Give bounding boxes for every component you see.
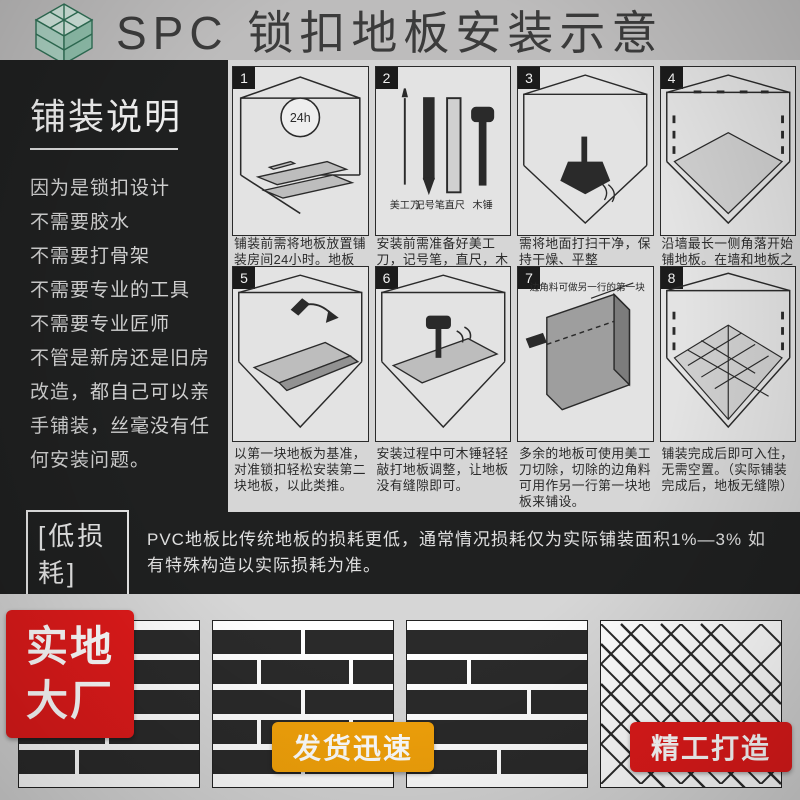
sidebar-rule (30, 148, 178, 150)
step-caption-6: 安装过程中可木锤轻轻敲打地板调整，让地板没有缝隙即可。 (375, 442, 512, 490)
band-text: PVC地板比传统地板的损耗更低，通常情况损耗仅为实际铺装面积1%—3% 如有特殊… (147, 527, 774, 579)
step7-note: 边角料可做另一行的第一块 (530, 282, 646, 294)
step3-art-icon (518, 67, 653, 235)
step-cell-6: 6 (375, 266, 512, 442)
step-cell-3: 3 (517, 66, 654, 236)
sidebar-panel: 铺装说明 因为是锁扣设计 不需要胶水 不需要打骨架 不需要专业的工具 不需要专业… (0, 60, 228, 512)
logo-cube-icon (30, 0, 98, 68)
sidebar-body: 因为是锁扣设计 不需要胶水 不需要打骨架 不需要专业的工具 不需要专业匠师 不管… (30, 172, 210, 478)
step-cell-1: 1 24h (232, 66, 369, 236)
band-tag: [低损耗] (26, 510, 129, 596)
step-caption-8: 铺装完成后即可入住，无需空置。（实际铺装完成后，地板无缝隙） (660, 442, 797, 490)
badge-fast-ship: 发货迅速 (272, 722, 434, 772)
step-caption-4: 沿墙最长一侧角落开始铺地板。在墙和地板之间预5mm垫片，防止膨胀 (660, 236, 797, 266)
step-caption-2: 安装前需准备好美工刀，记号笔，直尺，木锤等工具 (375, 236, 512, 266)
header-band: SPC 锁扣地板安装示意 (0, 0, 800, 60)
step2-art-icon: 美工刀 记号笔 直尺 木锤 (376, 67, 511, 235)
tool-label-3: 直尺 (444, 199, 464, 212)
step7-art-icon: 边角料可做另一行的第一块 (518, 267, 653, 441)
step-cell-2: 2 美工刀 记号笔 直尺 (375, 66, 512, 236)
step6-art-icon (376, 267, 511, 441)
step-caption-3: 需将地面打扫干净，保持干燥、平整 (517, 236, 654, 266)
step4-art-icon (661, 67, 796, 235)
badge-craft: 精工打造 (630, 722, 792, 772)
steps-grid: 1 24h (228, 60, 800, 512)
badge-factory: 实地 大厂 (6, 610, 134, 738)
page-title: SPC 锁扣地板安装示意 (116, 0, 663, 63)
step8-art-icon (661, 267, 796, 441)
step-cell-5: 5 (232, 266, 369, 442)
step-caption-1: 铺装前需将地板放置铺装房间24小时。地板养生 (232, 236, 369, 266)
low-loss-band: [低损耗] PVC地板比传统地板的损耗更低，通常情况损耗仅为实际铺装面积1%—3… (0, 512, 800, 594)
step-caption-7: 多余的地板可使用美工刀切除，切除的边角料可用作另一行第一块地板来铺设。 (517, 442, 654, 490)
sidebar-title: 铺装说明 (30, 88, 210, 140)
step5-art-icon (233, 267, 368, 441)
step1-art-icon: 24h (233, 67, 368, 235)
tool-label-2: 记号笔 (414, 199, 444, 212)
step-caption-5: 以第一块地板为基准，对准锁扣轻松安装第二块地板，以此类推。 (232, 442, 369, 490)
step-cell-8: 8 (660, 266, 797, 442)
page-root: SPC 锁扣地板安装示意 铺装说明 因为是锁扣设计 不需要胶水 不需要打骨架 不… (0, 0, 800, 800)
step-cell-7: 7 边角料可做另一行的第一块 (517, 266, 654, 442)
clock-label: 24h (290, 111, 311, 125)
tool-label-4: 木锤 (472, 199, 492, 212)
step-cell-4: 4 (660, 66, 797, 236)
